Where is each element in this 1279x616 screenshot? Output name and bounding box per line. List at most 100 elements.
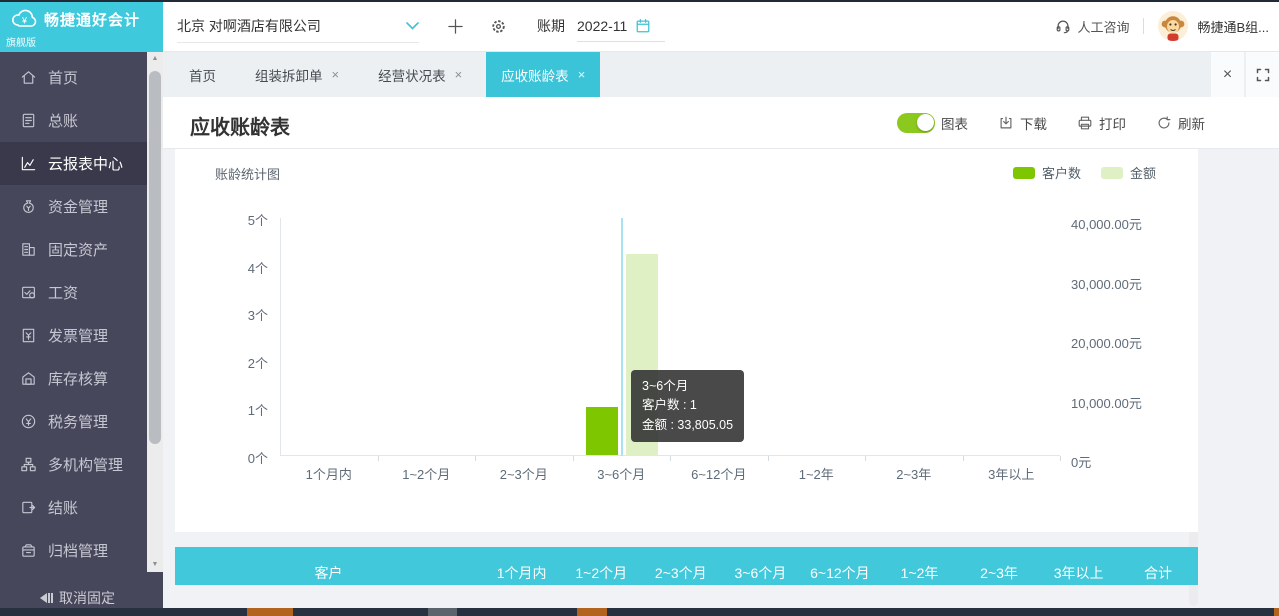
sidebar-item-label: 发票管理 — [48, 328, 109, 345]
x-axis-tick — [475, 456, 476, 461]
tab-operating-report[interactable]: 经营状况表 × — [363, 52, 477, 97]
sidebar-scrollbar-thumb[interactable] — [149, 71, 161, 444]
tax-icon — [21, 414, 36, 429]
multi-org-icon — [21, 457, 36, 472]
y-axis-left-tick: 5个 — [247, 213, 268, 228]
user-name[interactable]: 畅捷通B组... — [1197, 19, 1269, 35]
taskbar-segment — [247, 608, 293, 616]
close-icon: × — [1222, 65, 1233, 83]
unpin-arrow-icon — [40, 593, 47, 603]
print-label: 打印 — [1099, 116, 1126, 132]
sidebar-item-label: 固定资产 — [48, 242, 109, 259]
sidebar-scrollbar[interactable]: ▲ ▼ — [147, 52, 163, 572]
scroll-up-arrow-icon[interactable]: ▲ — [151, 55, 159, 62]
sidebar-item-closing[interactable]: 结账 — [0, 486, 163, 529]
y-axis-right-tick: 30,000.00元 — [1071, 276, 1142, 292]
tab-close-icon[interactable]: × — [577, 67, 586, 82]
table-column-header: 2~3个月 — [654, 565, 707, 581]
add-account-button[interactable] — [447, 18, 464, 35]
refresh-icon — [1158, 115, 1171, 128]
tab-label: 首页 — [189, 68, 216, 84]
taskbar-segment — [1274, 608, 1279, 616]
close-all-tabs-button[interactable]: × — [1211, 52, 1244, 97]
archive-icon — [22, 544, 35, 557]
funds-icon — [23, 200, 34, 213]
legend-item-customers[interactable]: 客户数 — [1012, 163, 1081, 182]
y-axis-left-tick: 1个 — [247, 403, 268, 419]
tab-label: 应收账龄表 — [501, 68, 569, 84]
tab-assembly-order[interactable]: 组装拆卸单 × — [240, 52, 354, 97]
sidebar-item-multi-org[interactable]: 多机构管理 — [0, 443, 163, 486]
period-picker[interactable]: 2022-11 — [577, 10, 665, 42]
legend-label: 金额 — [1129, 166, 1156, 181]
table-column-header: 客户 — [314, 565, 343, 581]
sidebar-item-invoice[interactable]: 发票管理 — [0, 314, 163, 357]
company-selector[interactable]: 北京 对啊酒店有限公司 — [177, 9, 419, 43]
logo-cloud-icon: ¥ — [12, 9, 37, 27]
aging-chart-card: 账龄统计图 客户数 金额 5个 4个 3个 2个 1个 0个 40,000.00元 30,000… — [175, 148, 1198, 532]
sidebar-item-label: 云报表中心 — [48, 156, 124, 173]
tab-close-icon[interactable]: × — [454, 67, 463, 82]
chevron-down-icon — [406, 21, 419, 30]
period-value: 2022-11 — [577, 17, 628, 34]
chart-title: 账龄统计图 — [215, 167, 281, 182]
table-column-header: 1个月内 — [496, 565, 547, 581]
download-icon — [1000, 116, 1012, 128]
download-button[interactable]: 下载 — [998, 113, 1047, 133]
sidebar-item-cloud-reports[interactable]: 云报表中心 — [0, 142, 163, 185]
fullscreen-button[interactable] — [1246, 52, 1279, 97]
sidebar-item-home[interactable]: 首页 — [0, 56, 163, 99]
user-avatar[interactable] — [1158, 11, 1189, 41]
y-axis-left-tick: 2个 — [247, 355, 268, 371]
aging-table-header: 客户 1个月内 1~2个月 2~3个月 3~6个月 6~12个月 1~2年 2~3年 3年以上 合… — [175, 547, 1198, 585]
refresh-label: 刷新 — [1178, 116, 1205, 132]
salary-icon — [22, 286, 36, 299]
tab-receivable-aging[interactable]: 应收账龄表 × — [486, 52, 601, 97]
sidebar-item-label: 归档管理 — [48, 543, 109, 560]
refresh-button[interactable]: 刷新 — [1156, 113, 1205, 133]
sidebar-item-tax[interactable]: 税务管理 — [0, 400, 163, 443]
tab-label: 组装拆卸单 — [255, 68, 323, 84]
tab-close-icon[interactable]: × — [331, 67, 340, 82]
scroll-down-arrow-icon[interactable]: ▼ — [151, 561, 159, 568]
inventory-icon — [22, 372, 35, 385]
period-label: 账期 — [537, 18, 565, 34]
sidebar-item-label: 税务管理 — [48, 414, 109, 431]
x-axis-tick — [377, 456, 379, 461]
sidebar-item-inventory[interactable]: 库存核算 — [0, 357, 163, 400]
plus-icon — [448, 18, 463, 34]
x-axis-tick — [572, 456, 574, 461]
cloud-report-icon — [21, 156, 36, 171]
ledger-icon — [22, 113, 35, 128]
table-column-header: 1~2年 — [900, 565, 939, 581]
legend-swatch-icon — [1012, 166, 1035, 179]
tab-bar: 首页 组装拆卸单 × 经营状况表 × 应收账龄表 × × — [163, 52, 1279, 97]
bar-customers[interactable] — [586, 407, 619, 455]
chart-toggle[interactable]: 图表 — [897, 112, 968, 133]
window-top-edge — [0, 0, 1279, 2]
settings-button[interactable] — [490, 18, 507, 35]
y-axis-right-tick: 0元 — [1071, 455, 1092, 470]
sidebar-item-funds[interactable]: 资金管理 — [0, 185, 163, 228]
sidebar-item-fixed-assets[interactable]: 固定资产 — [0, 228, 163, 271]
sidebar-item-general-ledger[interactable]: 总账 — [0, 99, 163, 142]
sidebar-item-salary[interactable]: 工资 — [0, 271, 163, 314]
table-column-header: 3年以上 — [1053, 565, 1104, 581]
table-column-header: 3~6个月 — [734, 565, 787, 581]
page-title: 应收账龄表 — [190, 117, 290, 139]
tab-home[interactable]: 首页 — [174, 52, 231, 97]
consult-label: 人工咨询 — [1077, 19, 1130, 35]
fullscreen-icon — [1256, 68, 1269, 81]
app-logo[interactable]: ¥ 畅捷通好会计 旗舰版 — [0, 0, 163, 52]
chart-toggle-switch[interactable] — [897, 112, 935, 133]
legend-item-amount[interactable]: 金额 — [1100, 163, 1156, 182]
tab-actions: × — [1209, 52, 1279, 97]
print-button[interactable]: 打印 — [1077, 113, 1126, 133]
company-name: 北京 对啊酒店有限公司 — [177, 17, 321, 34]
taskbar-sliver — [0, 608, 1279, 616]
topbar-main: 北京 对啊酒店有限公司 账期 2022-11 — [163, 0, 1279, 52]
unpin-sidebar-button[interactable]: 取消固定 — [0, 582, 147, 614]
human-consult-button[interactable]: 人工咨询 — [1055, 17, 1129, 36]
sidebar-item-archive[interactable]: 归档管理 — [0, 529, 163, 572]
